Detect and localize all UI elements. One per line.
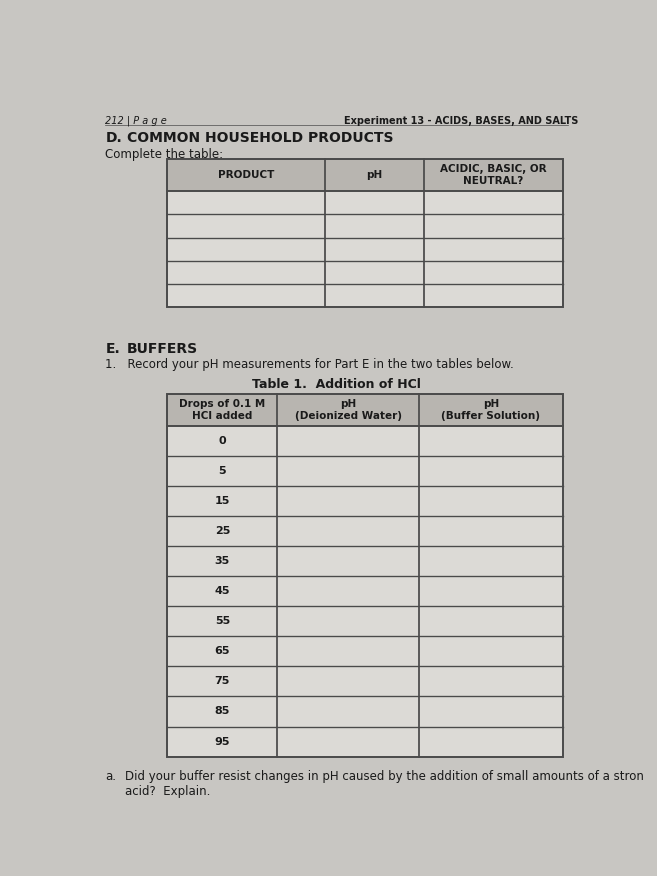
Text: BUFFERS: BUFFERS: [127, 342, 198, 356]
Text: 95: 95: [215, 737, 230, 746]
Text: 85: 85: [215, 707, 230, 717]
Bar: [168, 606, 562, 637]
Text: Drops of 0.1 M
HCl added: Drops of 0.1 M HCl added: [179, 399, 265, 420]
Text: pH: pH: [367, 170, 383, 180]
Bar: [168, 516, 562, 547]
Bar: [168, 427, 562, 456]
Text: COMMON HOUSEHOLD PRODUCTS: COMMON HOUSEHOLD PRODUCTS: [127, 131, 394, 145]
Text: 45: 45: [215, 586, 230, 597]
Text: 35: 35: [215, 556, 230, 567]
Bar: [168, 576, 562, 606]
Text: pH
(Deionized Water): pH (Deionized Water): [295, 399, 402, 420]
Text: Complete the table:: Complete the table:: [105, 148, 223, 161]
Text: 5: 5: [219, 466, 226, 477]
Bar: [168, 637, 562, 667]
Bar: [168, 667, 562, 696]
Text: PRODUCT: PRODUCT: [218, 170, 275, 180]
Text: ACIDIC, BASIC, OR
NEUTRAL?: ACIDIC, BASIC, OR NEUTRAL?: [440, 165, 547, 186]
Bar: [168, 456, 562, 486]
Text: a.: a.: [105, 770, 116, 783]
Text: pH
(Buffer Solution): pH (Buffer Solution): [442, 399, 541, 420]
Bar: [168, 159, 562, 307]
Text: 1.   Record your pH measurements for Part E in the two tables below.: 1. Record your pH measurements for Part …: [105, 358, 514, 371]
Text: E.: E.: [105, 342, 120, 356]
Bar: [168, 394, 562, 757]
Bar: [168, 394, 562, 427]
Bar: [168, 284, 562, 307]
Text: 0: 0: [219, 436, 226, 446]
Bar: [168, 237, 562, 261]
Text: 25: 25: [215, 526, 230, 536]
Bar: [168, 159, 562, 191]
Text: Experiment 13 - ACIDS, BASES, AND SALTS: Experiment 13 - ACIDS, BASES, AND SALTS: [344, 116, 578, 126]
Text: Table 1.  Addition of HCl: Table 1. Addition of HCl: [252, 378, 421, 392]
Text: 65: 65: [215, 646, 230, 656]
Bar: [168, 726, 562, 757]
Bar: [168, 191, 562, 215]
Bar: [168, 261, 562, 284]
Text: 55: 55: [215, 617, 230, 626]
Text: 212 | P a g e: 212 | P a g e: [105, 116, 167, 126]
Text: D.: D.: [105, 131, 122, 145]
Bar: [168, 547, 562, 576]
Bar: [168, 696, 562, 726]
Text: 75: 75: [215, 676, 230, 687]
Text: 15: 15: [215, 497, 230, 506]
Bar: [168, 486, 562, 516]
Bar: [168, 215, 562, 237]
Text: Did your buffer resist changes in pH caused by the addition of small amounts of : Did your buffer resist changes in pH cau…: [125, 770, 644, 798]
